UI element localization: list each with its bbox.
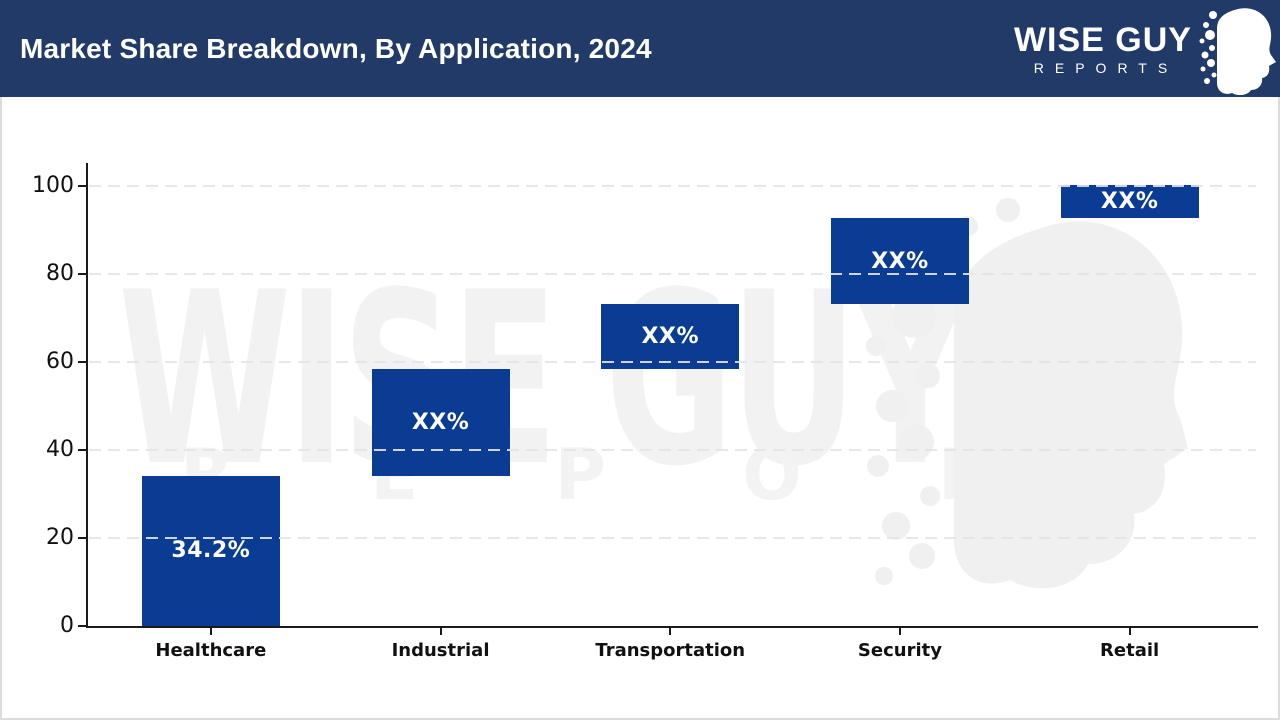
y-tick-mark — [78, 537, 87, 539]
x-tick-mark — [439, 628, 442, 635]
y-axis-line — [86, 163, 88, 628]
y-tick-mark — [78, 449, 87, 451]
grid-line — [89, 185, 1256, 187]
page-border-right — [1278, 97, 1280, 720]
y-tick-label: 20 — [46, 525, 74, 550]
bar-retail: XX% — [1060, 184, 1199, 219]
logo-text: WISE GUY REPORTS — [1014, 22, 1192, 76]
wiseguy-logo: WISE GUY REPORTS — [1014, 3, 1276, 95]
bar-value-label: XX% — [1100, 188, 1159, 214]
bar-value-label: XX% — [641, 323, 699, 349]
bar-value-label: XX% — [871, 248, 929, 274]
bar-security: XX% — [830, 218, 969, 304]
x-category-label: Healthcare — [155, 640, 267, 661]
watermark-face-icon — [866, 198, 1188, 589]
y-tick-label: 100 — [32, 173, 74, 198]
page-border-bottom — [0, 718, 1280, 720]
bar-healthcare: 34.2% — [141, 475, 280, 626]
y-tick-label: 80 — [46, 261, 74, 286]
page-border-left — [0, 97, 2, 720]
y-tick-label: 0 — [60, 613, 74, 638]
y-tick-mark — [78, 185, 87, 187]
grid-line — [89, 273, 1256, 275]
x-tick-mark — [1128, 628, 1131, 635]
grid-line — [89, 361, 1256, 363]
bar-value-label: 34.2% — [171, 538, 251, 564]
x-category-label: Retail — [1100, 640, 1160, 661]
x-category-label: Transportation — [595, 640, 746, 661]
grid-line — [89, 537, 1256, 539]
bar-industrial: XX% — [371, 368, 510, 476]
x-axis-line — [86, 626, 1258, 628]
x-tick-mark — [209, 628, 212, 635]
grid-line — [89, 449, 1256, 451]
y-tick-mark — [78, 273, 87, 275]
face-profile-icon — [1199, 7, 1276, 95]
y-tick-label: 40 — [46, 437, 74, 462]
y-tick-mark — [78, 361, 87, 363]
y-tick-label: 60 — [46, 349, 74, 374]
x-tick-mark — [669, 628, 672, 635]
bar-transportation: XX% — [601, 303, 740, 369]
logo-subtitle-text: REPORTS — [1033, 59, 1179, 76]
x-tick-mark — [898, 628, 901, 635]
y-tick-mark — [78, 625, 87, 627]
bar-value-label: XX% — [411, 409, 470, 435]
chart-title: Market Share Breakdown, By Application, … — [20, 32, 652, 64]
x-category-label: Industrial — [391, 640, 490, 661]
logo-brand-text: WISE GUY — [1013, 20, 1192, 59]
x-category-label: Security — [857, 640, 942, 661]
header-bar: Market Share Breakdown, By Application, … — [0, 0, 1280, 97]
